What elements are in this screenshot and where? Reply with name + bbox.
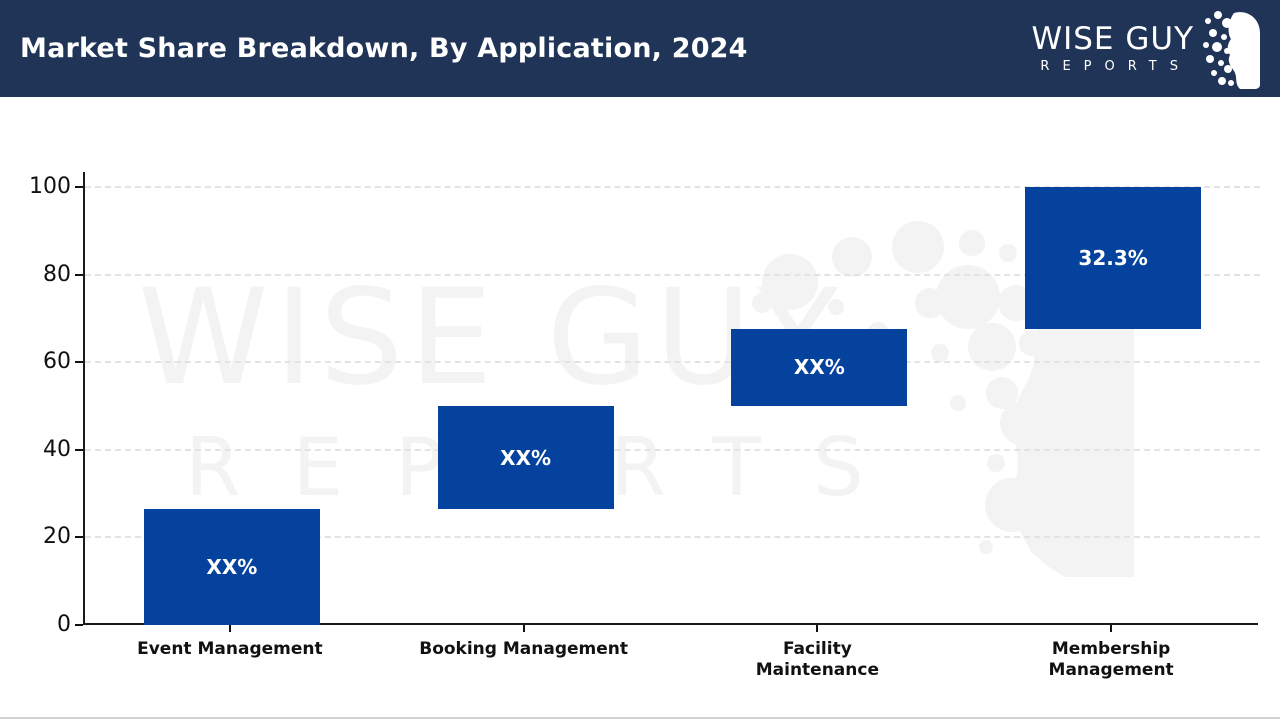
header-bar: Market Share Breakdown, By Application, … (0, 0, 1280, 97)
gridline (85, 361, 1260, 364)
gridline (85, 448, 1260, 451)
y-tick-label: 0 (57, 612, 71, 637)
logo-wordmark: WISE GUY REPORTS (1031, 21, 1194, 74)
chart-title: Market Share Breakdown, By Application, … (20, 33, 748, 64)
bar-value-label: XX% (500, 445, 552, 470)
y-tick-label: 20 (43, 524, 71, 550)
y-tick-mark (75, 536, 83, 539)
bar-segment: 32.3% (1025, 187, 1202, 329)
plot: XX% XX% XX% 32.3% (83, 172, 1260, 625)
y-tick-mark (75, 624, 83, 626)
logo-wordmark-line2: REPORTS (1040, 59, 1192, 74)
x-tick-mark (522, 625, 525, 632)
bar-value-label: XX% (206, 555, 258, 580)
watermark-wordmark-line1: WISE GUY (138, 261, 845, 415)
x-tick-mark (816, 625, 819, 632)
y-tick-mark (75, 273, 83, 276)
x-tick-mark (228, 625, 231, 632)
y-tick-mark (75, 186, 83, 189)
x-category-label: Event Management (137, 639, 323, 659)
bar-segment: XX% (143, 509, 320, 625)
y-tick-mark (75, 361, 83, 364)
x-category-label: Facility Maintenance (755, 639, 879, 681)
logo-head-icon (1203, 10, 1260, 89)
y-tick-label: 40 (43, 436, 71, 462)
logo-wordmark-line1: WISE GUY (1031, 21, 1194, 57)
gridline (85, 186, 1260, 189)
bar-segment: XX% (731, 328, 908, 407)
y-tick-mark (75, 448, 83, 451)
gridline (85, 536, 1260, 539)
y-tick-label: 60 (43, 349, 71, 375)
bar-segment: XX% (437, 406, 614, 510)
gridline (85, 273, 1260, 276)
bar-value-label: 32.3% (1078, 245, 1148, 270)
bar-value-label: XX% (793, 355, 845, 380)
x-category-label: Membership Management (1048, 639, 1174, 681)
x-tick-mark (1110, 625, 1113, 632)
bottom-divider (0, 717, 1280, 719)
brand-logo: WISE GUY REPORTS (1031, 7, 1262, 91)
y-tick-label: 80 (43, 261, 71, 287)
y-tick-label: 100 (29, 174, 71, 200)
x-category-label: Booking Management (419, 639, 629, 659)
